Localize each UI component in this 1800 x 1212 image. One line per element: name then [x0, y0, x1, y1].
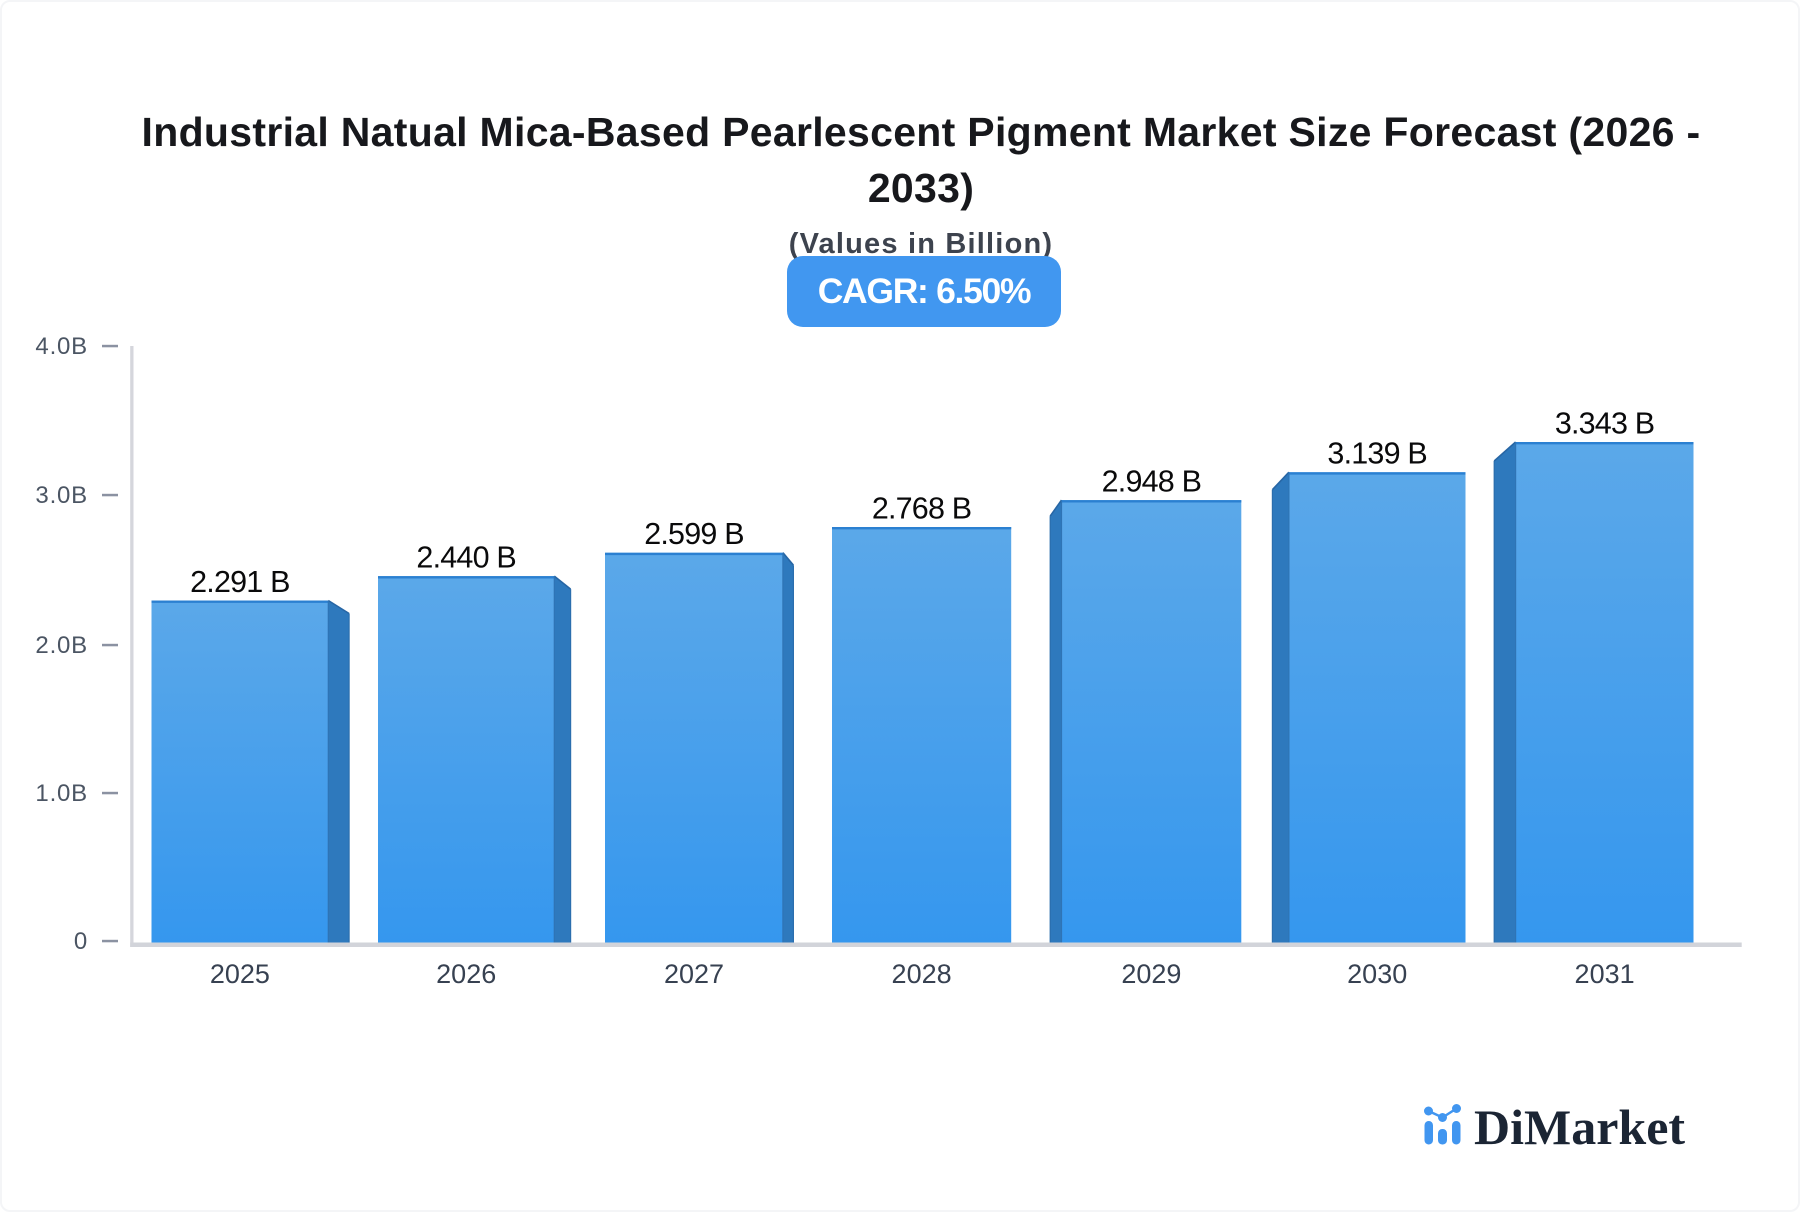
- svg-text:DiMarket: DiMarket: [1474, 1099, 1685, 1155]
- svg-text:2026: 2026: [436, 959, 496, 989]
- svg-text:3.343 B: 3.343 B: [1555, 407, 1655, 441]
- svg-text:2.948 B: 2.948 B: [1102, 465, 1202, 499]
- svg-text:0: 0: [74, 928, 88, 955]
- svg-text:2.291 B: 2.291 B: [190, 565, 290, 599]
- svg-text:3.139 B: 3.139 B: [1327, 437, 1427, 471]
- svg-text:2.599 B: 2.599 B: [644, 517, 744, 551]
- svg-text:2.768 B: 2.768 B: [872, 492, 972, 526]
- svg-text:2.0B: 2.0B: [35, 632, 88, 659]
- svg-text:1.0B: 1.0B: [35, 780, 88, 807]
- svg-text:2025: 2025: [210, 959, 270, 989]
- svg-text:4.0B: 4.0B: [35, 333, 88, 360]
- svg-text:2.440 B: 2.440 B: [416, 541, 516, 575]
- svg-text:2028: 2028: [892, 959, 952, 989]
- svg-text:2030: 2030: [1347, 959, 1407, 989]
- svg-text:3.0B: 3.0B: [35, 482, 88, 509]
- svg-text:2031: 2031: [1575, 959, 1635, 989]
- svg-text:2029: 2029: [1121, 959, 1181, 989]
- svg-text:2027: 2027: [664, 959, 724, 989]
